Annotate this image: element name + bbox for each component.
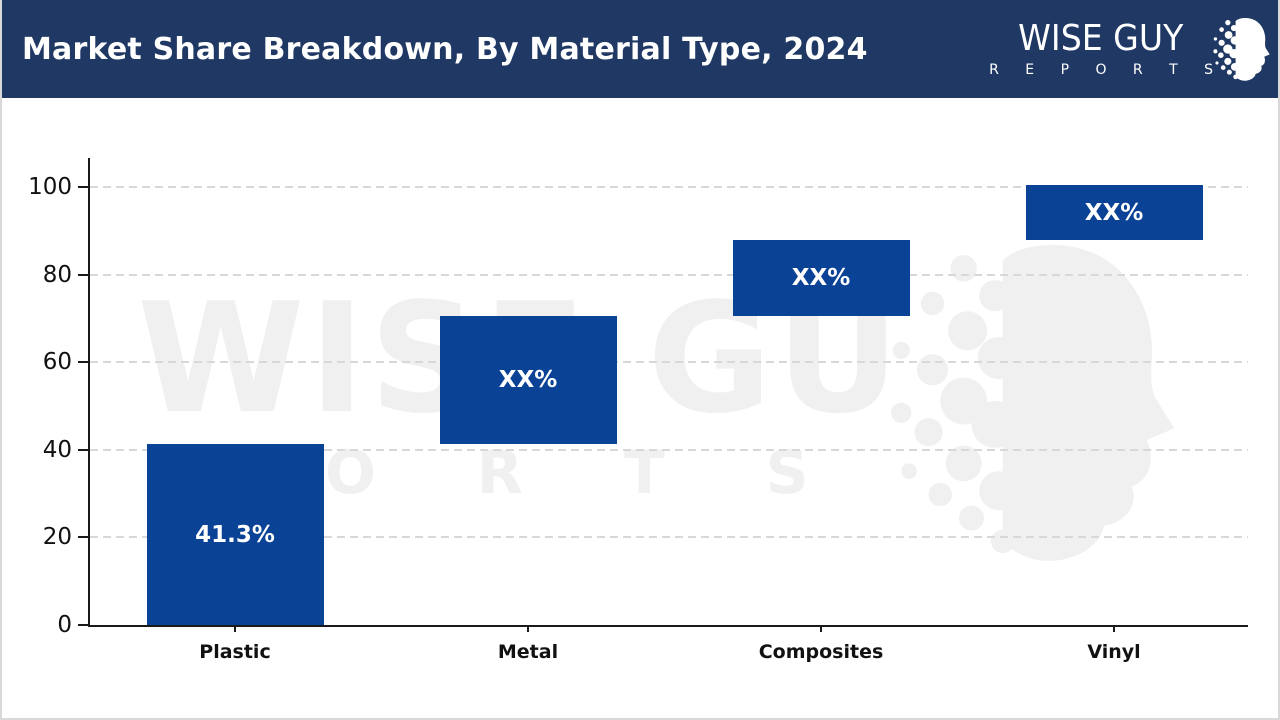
gridline-100: [90, 185, 1248, 188]
x-tick-composites: [820, 625, 822, 632]
x-tick-label-plastic: Plastic: [199, 641, 271, 663]
y-axis-line: [88, 158, 90, 625]
bar-value-label: 41.3%: [195, 521, 275, 548]
brand-logo: WISE GUY R E P O R T S: [978, 9, 1272, 89]
y-tick-label-100: 100: [28, 173, 72, 200]
x-tick-metal: [527, 625, 529, 632]
gridline-60: [90, 361, 1248, 364]
plot-area: 0 20 40 60 80 100 41.3% Plastic XX% Metal XX% Compo…: [28, 158, 1248, 663]
bar-value-label: XX%: [498, 367, 558, 394]
bar-value-label: XX%: [791, 265, 851, 292]
x-tick-label-vinyl: Vinyl: [1087, 641, 1141, 663]
x-tick-plastic: [234, 625, 236, 632]
y-tick-20: [78, 536, 88, 539]
y-tick-40: [78, 448, 88, 451]
bar-metal: XX%: [439, 316, 617, 445]
y-tick-label-0: 0: [57, 612, 72, 638]
y-tick-100: [78, 185, 88, 188]
brand-name: WISE GUY: [1018, 17, 1184, 59]
bar-value-label: XX%: [1084, 199, 1144, 226]
y-tick-label-80: 80: [42, 261, 72, 288]
gridline-80: [90, 273, 1248, 276]
gridline-20: [90, 536, 1248, 539]
chart-title: Market Share Breakdown, By Material Type…: [22, 31, 868, 67]
brand-subname: R E P O R T S: [989, 61, 1224, 78]
x-axis-line: [88, 625, 1248, 627]
bar-vinyl: XX%: [1025, 185, 1203, 240]
brand-wordmark: WISE GUY R E P O R T S: [978, 17, 1224, 78]
header: Market Share Breakdown, By Material Type…: [2, 0, 1278, 98]
y-tick-label-40: 40: [42, 436, 72, 463]
x-tick-vinyl: [1113, 625, 1115, 632]
gridline-40: [90, 448, 1248, 451]
y-tick-0: [78, 624, 88, 626]
bar-plastic: 41.3%: [146, 444, 324, 625]
y-tick-80: [78, 273, 88, 276]
y-tick-60: [78, 361, 88, 364]
y-tick-label-60: 60: [42, 349, 72, 376]
x-tick-label-metal: Metal: [497, 641, 559, 663]
x-tick-label-composites: Composites: [758, 641, 884, 663]
y-tick-label-20: 20: [42, 524, 72, 551]
bar-composites: XX%: [732, 239, 910, 317]
